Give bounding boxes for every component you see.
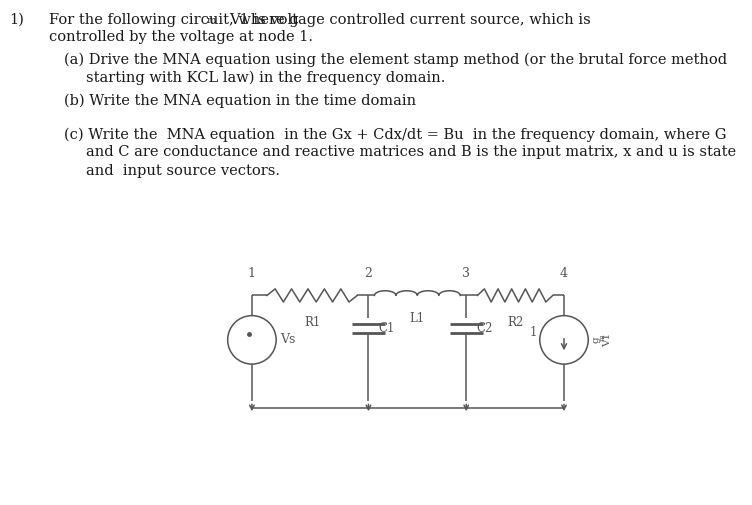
Text: (c) Write the  MNA equation  in the Gx + Cdx/dt = Bu  in the frequency domain, w: (c) Write the MNA equation in the Gx + C… [64,127,726,141]
Text: For the following circuit, where g: For the following circuit, where g [49,13,299,27]
Text: m: m [206,16,216,25]
Text: m: m [599,334,607,341]
Text: controlled by the voltage at node 1.: controlled by the voltage at node 1. [49,30,313,44]
Text: g: g [591,336,600,343]
Text: 4: 4 [560,267,568,280]
Text: (a) Drive the MNA equation using the element stamp method (or the brutal force m: (a) Drive the MNA equation using the ele… [64,53,727,67]
Text: starting with KCL law) in the frequency domain.: starting with KCL law) in the frequency … [86,71,446,85]
Text: (b) Write the MNA equation in the time domain: (b) Write the MNA equation in the time d… [64,93,416,108]
Text: 1: 1 [248,267,256,280]
Text: 1): 1) [9,13,24,27]
Text: C1: C1 [378,322,395,335]
Text: 3: 3 [462,267,470,280]
Text: L1: L1 [410,312,425,325]
Text: R2: R2 [507,316,523,329]
Text: C2: C2 [476,322,493,335]
Text: and  input source vectors.: and input source vectors. [86,164,280,178]
Text: 1: 1 [529,326,537,339]
Text: V1 is voltage controlled current source, which is: V1 is voltage controlled current source,… [229,13,590,27]
Text: and C are conductance and reactive matrices and B is the input matrix, x and u i: and C are conductance and reactive matri… [86,145,737,160]
Text: 2: 2 [365,267,372,280]
Text: R1: R1 [304,316,320,329]
Text: Vs: Vs [280,333,296,346]
Text: V1: V1 [603,333,612,347]
